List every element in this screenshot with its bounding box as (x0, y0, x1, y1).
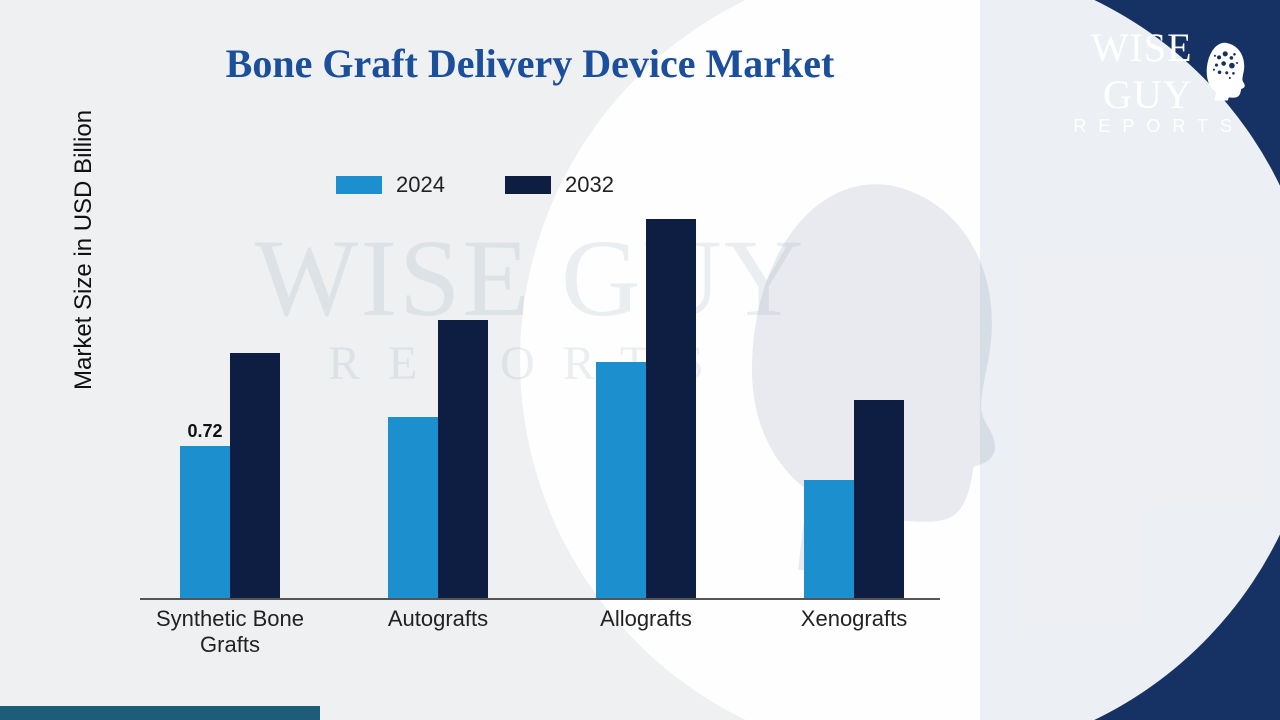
legend-swatch-2032 (505, 176, 551, 194)
brand-line2: REPORTS (1000, 116, 1244, 137)
brand-head-icon (1199, 41, 1250, 101)
legend-label-2032: 2032 (565, 172, 614, 198)
bar-2032 (646, 219, 696, 598)
legend: 2024 2032 (0, 172, 950, 198)
category-label: Allografts (566, 606, 726, 632)
bottom-accent-bar (0, 706, 320, 720)
bar-2024 (804, 480, 854, 598)
chart-title: Bone Graft Delivery Device Market (120, 40, 940, 87)
brand-logo: WISE GUY REPORTS (1000, 24, 1250, 137)
bar-2032 (438, 320, 488, 598)
bar-2024 (596, 362, 646, 598)
bar-2024 (388, 417, 438, 598)
legend-label-2024: 2024 (396, 172, 445, 198)
legend-item-2032: 2032 (505, 172, 614, 198)
legend-item-2024: 2024 (336, 172, 445, 198)
category-label: Autografts (358, 606, 518, 632)
brand-line1: WISE GUY (1000, 24, 1193, 118)
legend-swatch-2024 (336, 176, 382, 194)
bar-value-label: 0.72 (180, 421, 230, 446)
bar-2032 (854, 400, 904, 598)
category-label: Xenografts (774, 606, 934, 632)
plot-area: 0.72 (140, 210, 940, 600)
bar-2024: 0.72 (180, 446, 230, 598)
x-axis-baseline (140, 598, 940, 600)
category-label: Synthetic Bone Grafts (150, 606, 310, 658)
bar-2032 (230, 353, 280, 598)
chart-canvas: WISE GUY REPORTS WISE GUY REPORTS Bone G… (0, 0, 1280, 720)
y-axis-label: Market Size in USD Billion (70, 110, 98, 390)
